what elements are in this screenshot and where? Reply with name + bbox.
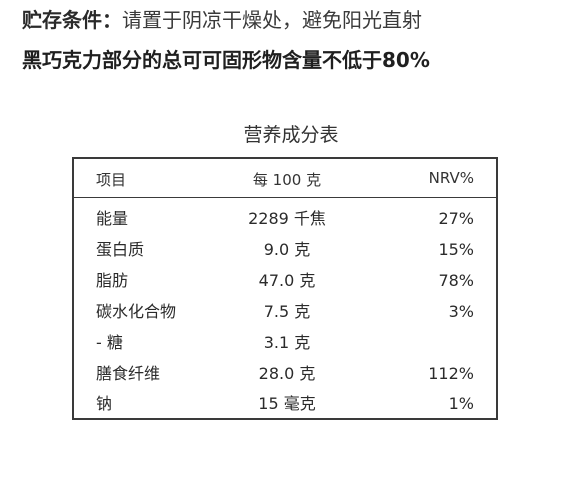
storage-conditions: 贮存条件：请置于阴凉干燥处，避免阳光直射 bbox=[22, 6, 422, 34]
row-nrv: 1% bbox=[448, 394, 474, 413]
row-item: 钠 bbox=[96, 394, 113, 413]
table-row: 膳食纤维 28.0 克 112% bbox=[74, 358, 496, 389]
table-row: 脂肪 47.0 克 78% bbox=[74, 265, 496, 296]
row-amount: 7.5 克 bbox=[263, 302, 311, 321]
row-amount: 28.0 克 bbox=[258, 364, 316, 383]
table-row: 碳水化合物 7.5 克 3% bbox=[74, 296, 496, 327]
nutrition-facts-table: 项目 每 100 克 NRV% 能量 2289 千焦 27% 蛋白质 9.0 克… bbox=[72, 157, 498, 420]
storage-label: 贮存条件： bbox=[22, 8, 122, 32]
row-item: - 糖 bbox=[96, 333, 123, 352]
row-item: 脂肪 bbox=[96, 271, 129, 290]
row-item: 碳水化合物 bbox=[96, 302, 177, 321]
storage-text: 请置于阴凉干燥处，避免阳光直射 bbox=[122, 8, 422, 32]
row-amount: 2289 千焦 bbox=[248, 209, 326, 228]
cocoa-content-claim: 黑巧克力部分的总可可固形物含量不低于80% bbox=[22, 48, 430, 72]
row-item: 膳食纤维 bbox=[96, 364, 161, 383]
nutrition-table-title: 营养成分表 bbox=[243, 124, 339, 146]
row-nrv: 112% bbox=[428, 364, 474, 383]
table-row: 蛋白质 9.0 克 15% bbox=[74, 234, 496, 265]
header-item: 项目 bbox=[96, 171, 127, 189]
row-nrv: 27% bbox=[438, 209, 474, 228]
row-nrv: 15% bbox=[438, 240, 474, 259]
header-divider bbox=[74, 197, 496, 198]
row-amount: 47.0 克 bbox=[258, 271, 316, 290]
row-nrv: 3% bbox=[448, 302, 474, 321]
row-item: 蛋白质 bbox=[96, 240, 145, 259]
row-nrv: 78% bbox=[438, 271, 474, 290]
row-amount: 15 毫克 bbox=[258, 394, 316, 413]
row-item: 能量 bbox=[96, 209, 129, 228]
table-row: 能量 2289 千焦 27% bbox=[74, 203, 496, 234]
table-row: - 糖 3.1 克 bbox=[74, 327, 496, 358]
table-header-row: 项目 每 100 克 NRV% bbox=[74, 159, 496, 197]
header-nrv: NRV% bbox=[428, 169, 474, 187]
table-row: 钠 15 毫克 1% bbox=[74, 388, 496, 419]
row-amount: 3.1 克 bbox=[263, 333, 311, 352]
row-amount: 9.0 克 bbox=[263, 240, 311, 259]
header-per-100g: 每 100 克 bbox=[252, 171, 322, 189]
